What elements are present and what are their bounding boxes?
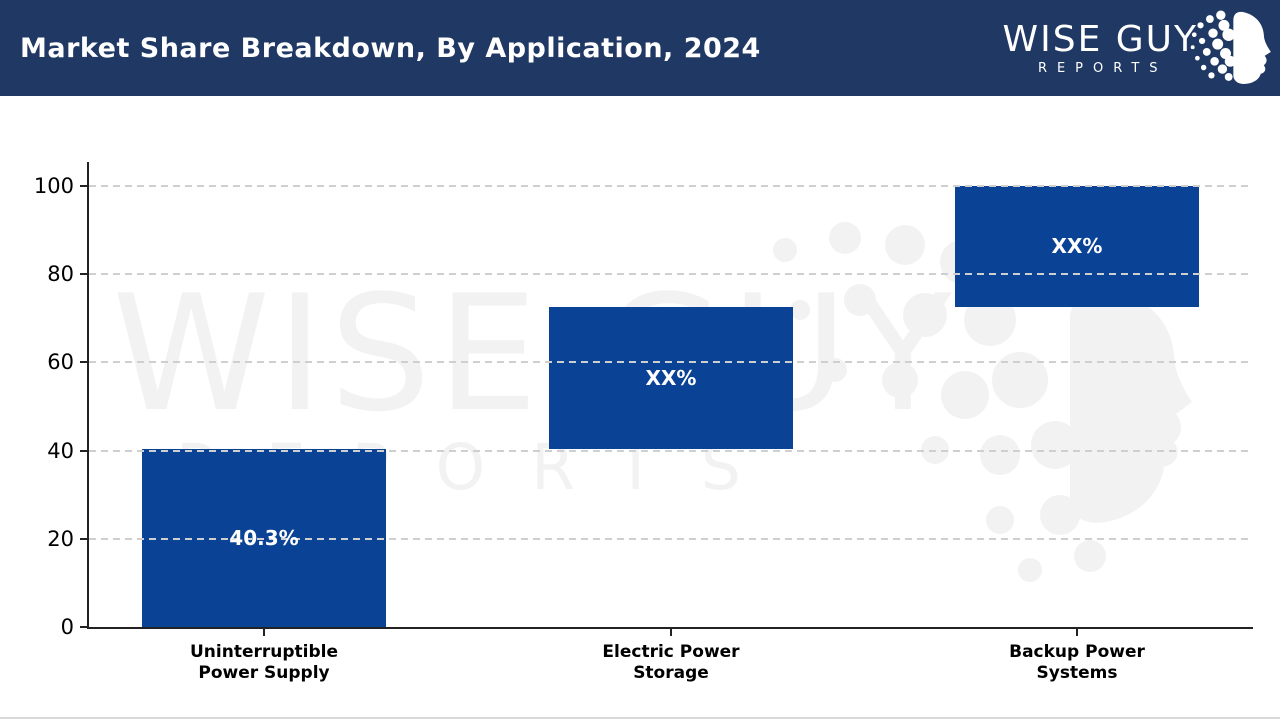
category-label-1: Electric Power Storage: [511, 642, 831, 684]
y-tick-label: 60: [47, 350, 74, 375]
category-label-line2: Systems: [1036, 663, 1118, 683]
page-title: Market Share Breakdown, By Application, …: [20, 32, 761, 64]
y-tick-mark: [80, 185, 88, 187]
category-label-line2: Storage: [633, 663, 709, 683]
gridline-y-60: [89, 361, 1252, 364]
logo-subtext: REPORTS: [1037, 60, 1168, 76]
y-tick-mark: [80, 537, 88, 540]
category-label-line2: Power Supply: [198, 663, 330, 683]
gridline-y-20: [89, 537, 1252, 540]
y-tick-mark: [80, 273, 88, 276]
category-label-line1: Backup Power: [1009, 642, 1145, 662]
x-tick-mark-0: [263, 629, 265, 636]
x-axis: [87, 627, 1253, 629]
x-tick-mark-1: [670, 629, 672, 636]
y-tick-mark: [80, 361, 88, 364]
x-tick-mark-2: [1076, 629, 1078, 636]
y-axis: [87, 162, 89, 629]
y-tick-mark: [80, 626, 88, 628]
y-tick-label: 20: [47, 526, 74, 551]
gridline-y-100: [89, 185, 1252, 187]
logo-wordmark: WISE GUY: [1002, 18, 1198, 60]
y-tick-label: 40: [47, 438, 74, 463]
wiseguy-logo: WISE GUY REPORTS: [1003, 6, 1275, 90]
gridline-y-80: [89, 273, 1252, 276]
bar-value-label-0: 40.3%: [229, 526, 299, 551]
category-label-0: Uninterruptible Power Supply: [104, 642, 424, 684]
watermark-wordmark: WISE GUY: [112, 260, 958, 447]
bar-value-label-2: XX%: [1051, 234, 1103, 259]
chart-area: WISE GUY REPORTS 0 20 40 60 80 100 40.3% Uninte…: [0, 96, 1280, 720]
category-label-line1: Electric Power: [602, 642, 740, 662]
bar-value-label-1: XX%: [645, 366, 697, 391]
logo-face-icon: [1190, 10, 1271, 84]
gridline-y-40: [89, 449, 1252, 452]
bottom-divider: [0, 717, 1280, 719]
y-tick-label: 80: [47, 262, 74, 287]
category-label-line1: Uninterruptible: [189, 642, 338, 662]
y-tick-mark: [80, 449, 88, 452]
logo-text: WISE GUY REPORTS: [1002, 18, 1199, 76]
bar-segment-2: [955, 186, 1199, 307]
plot-area: 0 20 40 60 80 100 40.3% Uninterruptible Power Su…: [0, 96, 1280, 720]
header-bar: Market Share Breakdown, By Application, …: [0, 0, 1280, 96]
y-tick-label: 0: [60, 615, 74, 639]
bar-segment-1: [549, 306, 793, 450]
category-label-2: Backup Power Systems: [917, 642, 1237, 684]
y-tick-label: 100: [33, 174, 74, 198]
watermark-face-icon: [773, 222, 1192, 582]
